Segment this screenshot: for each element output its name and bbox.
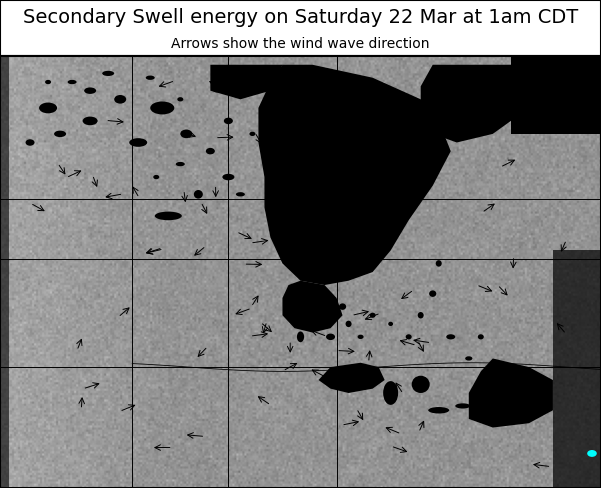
Ellipse shape — [67, 80, 76, 84]
Ellipse shape — [370, 313, 376, 318]
Ellipse shape — [224, 118, 233, 124]
Ellipse shape — [346, 321, 352, 327]
Ellipse shape — [388, 322, 393, 326]
Ellipse shape — [446, 334, 456, 340]
Ellipse shape — [418, 312, 424, 319]
Polygon shape — [282, 281, 343, 332]
Ellipse shape — [249, 132, 255, 136]
Ellipse shape — [177, 97, 183, 102]
Polygon shape — [469, 358, 553, 427]
Bar — [553, 250, 601, 488]
Ellipse shape — [150, 102, 174, 114]
Ellipse shape — [194, 190, 203, 199]
Ellipse shape — [412, 376, 430, 393]
Polygon shape — [421, 65, 541, 142]
Ellipse shape — [297, 331, 304, 342]
Ellipse shape — [25, 139, 34, 146]
Ellipse shape — [82, 117, 97, 125]
Ellipse shape — [297, 305, 304, 309]
Ellipse shape — [146, 76, 155, 80]
Polygon shape — [258, 65, 451, 285]
Ellipse shape — [249, 88, 255, 93]
Ellipse shape — [326, 334, 335, 340]
Circle shape — [587, 450, 597, 457]
Ellipse shape — [45, 80, 51, 84]
Ellipse shape — [383, 381, 398, 405]
Ellipse shape — [465, 356, 472, 361]
Polygon shape — [210, 65, 282, 99]
Bar — [511, 56, 601, 134]
Ellipse shape — [428, 407, 449, 413]
Ellipse shape — [358, 335, 364, 339]
Ellipse shape — [406, 334, 412, 340]
Ellipse shape — [102, 71, 114, 76]
Ellipse shape — [260, 106, 269, 110]
Ellipse shape — [114, 95, 126, 103]
Ellipse shape — [436, 260, 442, 266]
Ellipse shape — [155, 212, 182, 220]
Ellipse shape — [153, 175, 159, 179]
Ellipse shape — [339, 304, 346, 310]
Ellipse shape — [206, 148, 215, 154]
Ellipse shape — [456, 404, 471, 408]
Ellipse shape — [213, 89, 219, 92]
Ellipse shape — [313, 319, 325, 329]
Ellipse shape — [129, 138, 147, 147]
Ellipse shape — [54, 131, 66, 137]
Bar — [0, 56, 9, 488]
Ellipse shape — [180, 129, 192, 138]
Ellipse shape — [236, 192, 245, 197]
Ellipse shape — [478, 334, 484, 340]
Polygon shape — [319, 363, 385, 393]
Ellipse shape — [429, 290, 436, 297]
Text: Secondary Swell energy on Saturday 22 Mar at 1am CDT: Secondary Swell energy on Saturday 22 Ma… — [23, 8, 578, 27]
Text: Arrows show the wind wave direction: Arrows show the wind wave direction — [171, 37, 430, 51]
Ellipse shape — [84, 87, 96, 94]
Ellipse shape — [222, 174, 234, 180]
Ellipse shape — [39, 102, 57, 113]
Ellipse shape — [175, 162, 185, 166]
